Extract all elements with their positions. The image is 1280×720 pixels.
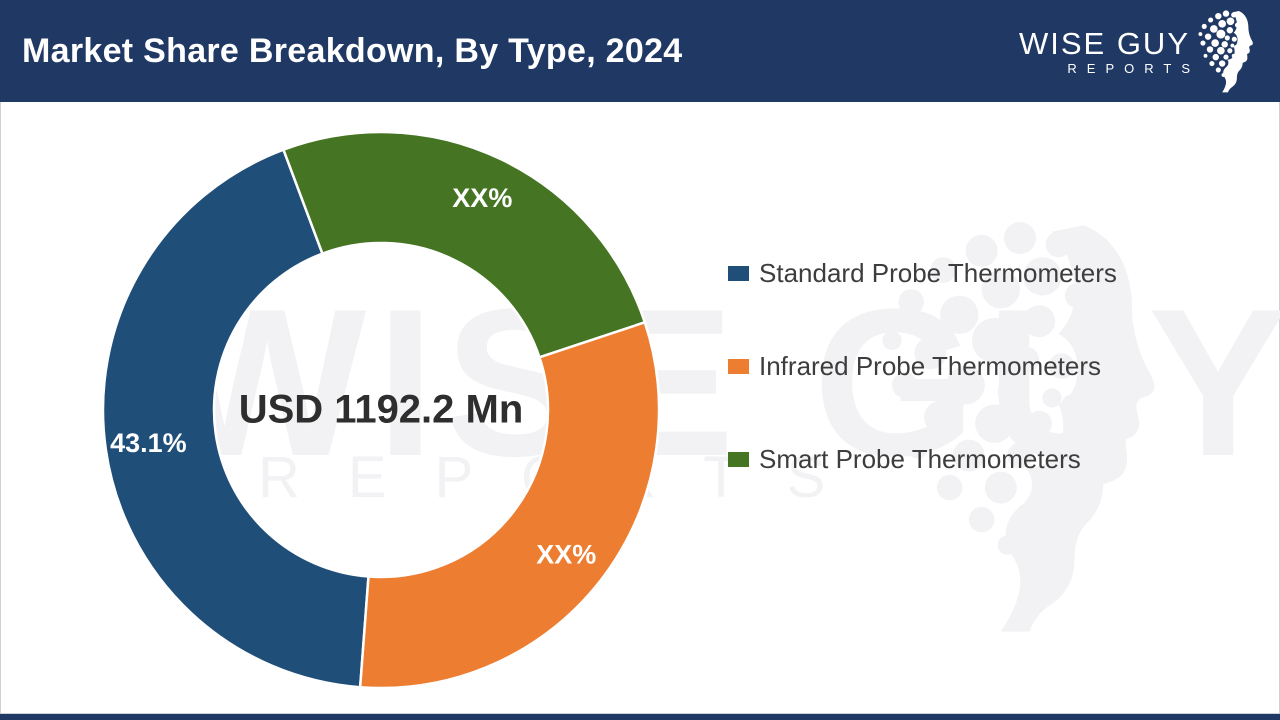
- legend-swatch: [728, 266, 749, 281]
- legend-item-standard-probe-thermometers[interactable]: Standard Probe Thermometers: [728, 258, 1117, 289]
- logo: WISE GUY REPORTS: [1019, 7, 1258, 97]
- footer-bar: [0, 714, 1280, 720]
- header: [0, 0, 1280, 102]
- legend-label: Smart Probe Thermometers: [759, 444, 1081, 474]
- pie-slice-infrared-probe-thermometers[interactable]: [358, 320, 661, 690]
- chart-center-total: USD 1192.2 Mn: [238, 387, 524, 432]
- logo-text: WISE GUY REPORTS: [1019, 27, 1190, 77]
- legend-swatch: [728, 359, 749, 374]
- wiseguy-face-icon: [1198, 10, 1253, 93]
- logo-sub: REPORTS: [1067, 61, 1200, 76]
- legend: Standard Probe Thermometers Infrared Prob…: [728, 258, 1117, 475]
- legend-swatch: [728, 452, 749, 467]
- legend-item-smart-probe-thermometers[interactable]: Smart Probe Thermometers: [728, 444, 1117, 475]
- logo-name: WISE GUY: [1018, 26, 1190, 61]
- page-title: Market Share Breakdown, By Type, 2024: [22, 31, 683, 70]
- legend-label: Infrared Probe Thermometers: [759, 351, 1101, 381]
- pie-slice-smart-probe-thermometers[interactable]: [281, 130, 647, 359]
- slice-label: XX%: [452, 183, 512, 213]
- legend-item-infrared-probe-thermometers[interactable]: Infrared Probe Thermometers: [728, 351, 1117, 382]
- slice-label: XX%: [536, 540, 596, 570]
- legend-label: Standard Probe Thermometers: [759, 258, 1117, 288]
- pie-slice-standard-probe-thermometers[interactable]: [101, 148, 370, 689]
- slice-label: 43.1%: [110, 428, 187, 458]
